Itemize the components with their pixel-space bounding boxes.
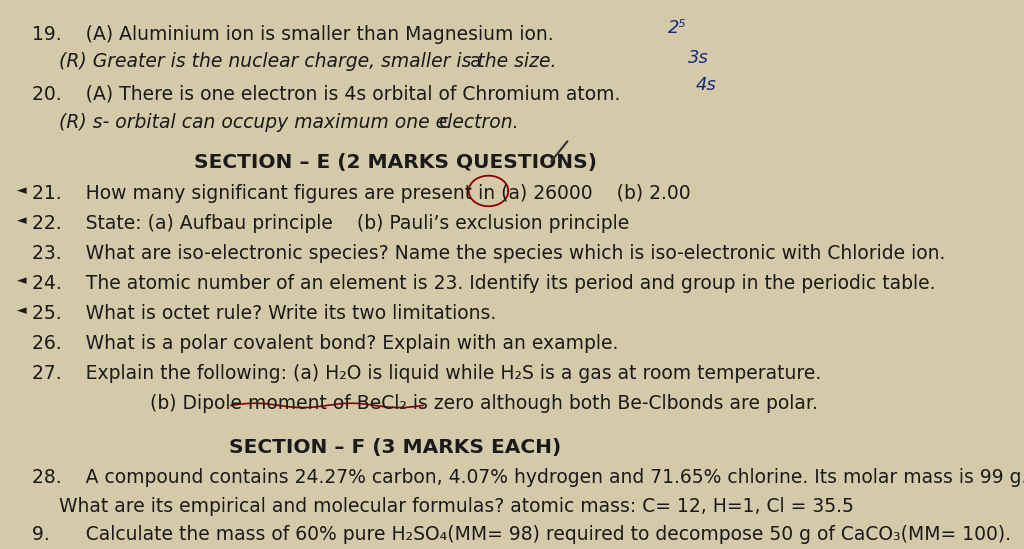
Text: a: a: [470, 52, 482, 71]
Text: (R) Greater is the nuclear charge, smaller is the size.: (R) Greater is the nuclear charge, small…: [59, 52, 557, 71]
Text: SECTION – F (3 MARKS EACH): SECTION – F (3 MARKS EACH): [229, 438, 561, 457]
Text: ◄: ◄: [17, 305, 27, 317]
Text: 25.    What is octet rule? Write its two limitations.: 25. What is octet rule? Write its two li…: [32, 305, 496, 323]
Text: ◄: ◄: [17, 184, 27, 198]
Text: 24.    The atomic number of an element is 23. Identify its period and group in t: 24. The atomic number of an element is 2…: [32, 274, 935, 294]
Text: 26.    What is a polar covalent bond? Explain with an example.: 26. What is a polar covalent bond? Expla…: [32, 334, 618, 354]
Text: What are its empirical and molecular formulas? atomic mass: C= 12, H=1, Cl = 35.: What are its empirical and molecular for…: [59, 496, 854, 516]
Text: (b) Dipole moment of BeCl₂ is zero although both Be-Clbonds are polar.: (b) Dipole moment of BeCl₂ is zero altho…: [151, 395, 818, 413]
Text: 9.      Calculate the mass of 60% pure H₂SO₄(MM= 98) required to decompose 50 g : 9. Calculate the mass of 60% pure H₂SO₄(…: [32, 525, 1011, 545]
Text: 28.    A compound contains 24.27% carbon, 4.07% hydrogen and 71.65% chlorine. It: 28. A compound contains 24.27% carbon, 4…: [32, 468, 1024, 486]
Text: ◄: ◄: [17, 274, 27, 288]
Text: 23.    What are iso-electronic species? Name the species which is iso-electronic: 23. What are iso-electronic species? Nam…: [32, 244, 945, 264]
Text: 3s: 3s: [688, 49, 709, 67]
Text: ◄: ◄: [17, 215, 27, 227]
Text: c: c: [438, 113, 449, 132]
Text: 19.    (A) Aluminium ion is smaller than Magnesium ion.: 19. (A) Aluminium ion is smaller than Ma…: [32, 25, 553, 43]
Text: 27.    Explain the following: (a) H₂O is liquid while H₂S is a gas at room tempe: 27. Explain the following: (a) H₂O is li…: [32, 365, 821, 384]
Text: 20.    (A) There is one electron is 4s orbital of Chromium atom.: 20. (A) There is one electron is 4s orbi…: [32, 85, 620, 104]
Text: 4s: 4s: [695, 76, 717, 94]
Text: 2⁵: 2⁵: [668, 19, 687, 37]
Text: (R) s- orbital can occupy maximum one electron.: (R) s- orbital can occupy maximum one el…: [59, 113, 519, 132]
Text: 22.    State: (a) Aufbau principle    (b) Pauli’s exclusion principle: 22. State: (a) Aufbau principle (b) Paul…: [32, 215, 629, 233]
Text: 21.    How many significant figures are present in (a) 26000    (b) 2.00: 21. How many significant figures are pre…: [32, 184, 690, 204]
Text: SECTION – E (2 MARKS QUESTIONS): SECTION – E (2 MARKS QUESTIONS): [194, 153, 597, 172]
